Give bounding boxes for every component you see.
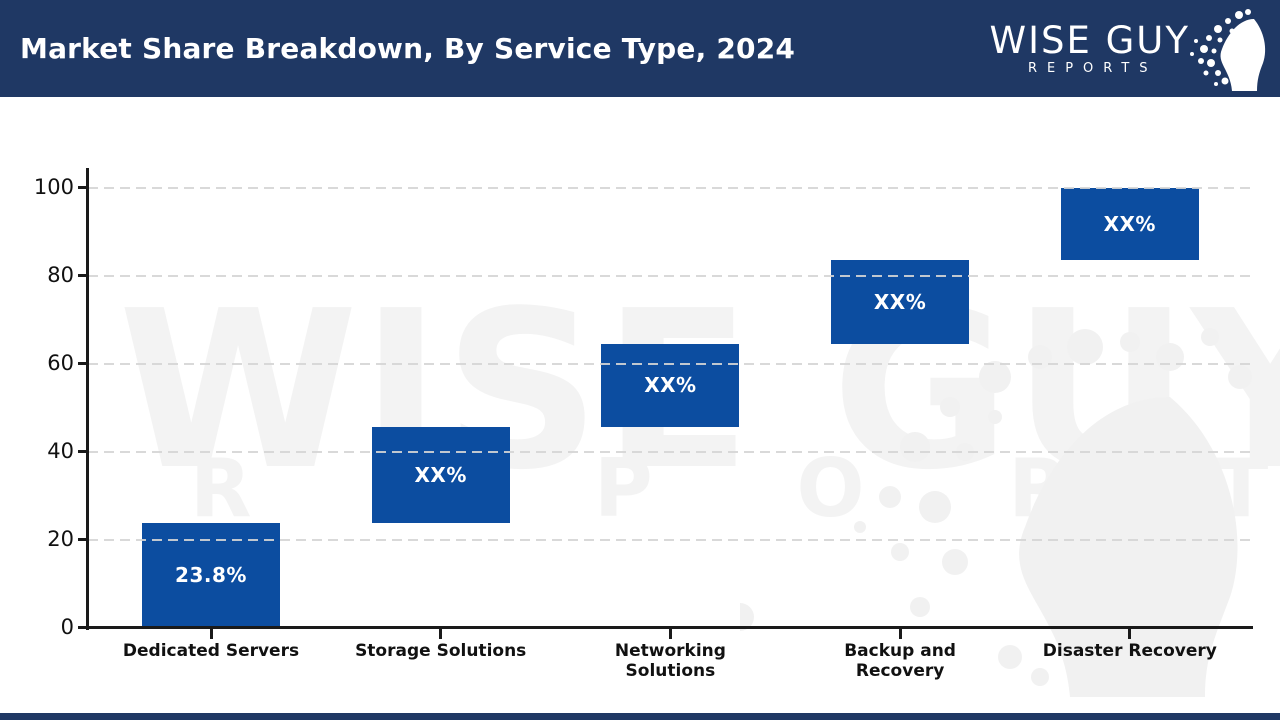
x-category-label: Storage Solutions bbox=[355, 641, 527, 661]
logo-wordmark: WISE GUY bbox=[989, 18, 1190, 62]
gridline bbox=[88, 362, 1252, 365]
gridline bbox=[88, 186, 1252, 189]
x-tick-mark bbox=[209, 629, 213, 639]
bar-disaster-recovery: XX% bbox=[1060, 187, 1199, 261]
y-tick-label: 60 bbox=[47, 350, 74, 375]
logo: WISE GUY REPORTS bbox=[990, 0, 1268, 97]
y-tick-mark bbox=[78, 274, 86, 277]
y-tick-label: 0 bbox=[60, 614, 74, 639]
bar-value-label: 23.8% bbox=[175, 563, 247, 588]
bar-networking-solutions: XX% bbox=[601, 344, 740, 427]
bar-value-label: XX% bbox=[644, 373, 697, 398]
y-tick-label: 40 bbox=[47, 438, 74, 463]
x-category-label: Dedicated Servers bbox=[122, 641, 300, 661]
y-tick-mark bbox=[78, 538, 86, 541]
y-tick-mark bbox=[78, 362, 86, 365]
y-tick-mark bbox=[78, 626, 86, 629]
x-category-label: Backup and Recovery bbox=[844, 641, 956, 682]
x-tick-mark bbox=[668, 629, 672, 639]
bar-value-label: XX% bbox=[414, 462, 467, 487]
x-category-label: Networking Solutions bbox=[614, 641, 726, 682]
bar-value-label: XX% bbox=[1103, 211, 1156, 236]
header: Market Share Breakdown, By Service Type,… bbox=[0, 0, 1280, 97]
watermark-subtext: R E P O R T S bbox=[190, 442, 1280, 535]
logo-subtext: REPORTS bbox=[1027, 60, 1158, 76]
x-tick-mark bbox=[898, 629, 902, 639]
bar-backup-and-recovery: XX% bbox=[831, 260, 970, 345]
footer-bar bbox=[0, 713, 1280, 720]
page-title: Market Share Breakdown, By Service Type,… bbox=[20, 32, 796, 65]
x-axis bbox=[86, 626, 1253, 629]
y-tick-label: 100 bbox=[33, 174, 74, 199]
gridline bbox=[88, 274, 1252, 277]
y-tick-label: 80 bbox=[47, 262, 74, 287]
y-tick-mark bbox=[78, 186, 86, 189]
x-category-label: Disaster Recovery bbox=[1042, 641, 1217, 661]
logo-text: WISE GUY REPORTS bbox=[990, 22, 1190, 76]
logo-face-icon bbox=[1190, 8, 1266, 91]
bar-value-label: XX% bbox=[873, 290, 927, 315]
y-tick-label: 20 bbox=[47, 526, 74, 551]
gridline bbox=[88, 538, 1252, 541]
y-axis bbox=[86, 168, 89, 630]
x-tick-mark bbox=[1128, 629, 1132, 639]
x-tick-mark bbox=[439, 629, 443, 639]
y-tick-mark bbox=[78, 450, 86, 453]
gridline bbox=[88, 450, 1252, 453]
bar-storage-solutions: XX% bbox=[371, 426, 510, 523]
